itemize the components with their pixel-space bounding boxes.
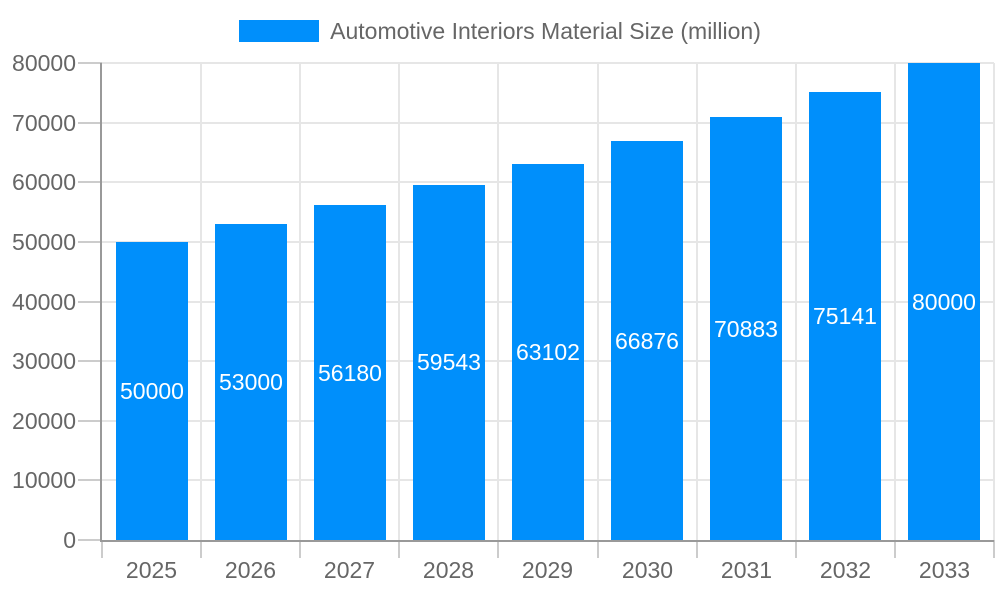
bar bbox=[215, 224, 287, 540]
x-tick-label: 2033 bbox=[918, 557, 971, 583]
y-tick-label: 60000 bbox=[12, 169, 76, 195]
gridline-vertical bbox=[696, 63, 698, 540]
y-axis-tick bbox=[78, 301, 102, 303]
y-tick-label: 0 bbox=[63, 527, 76, 553]
bar-value-label: 50000 bbox=[120, 378, 184, 404]
bar bbox=[413, 185, 485, 540]
bar bbox=[116, 242, 188, 540]
x-axis-tick bbox=[398, 540, 400, 558]
bar-value-label: 80000 bbox=[912, 289, 976, 315]
x-axis-tick bbox=[597, 540, 599, 558]
legend-swatch bbox=[239, 20, 320, 42]
x-axis-tick bbox=[696, 540, 698, 558]
y-axis-tick bbox=[78, 181, 102, 183]
x-axis-tick bbox=[200, 540, 202, 558]
gridline-vertical bbox=[894, 63, 896, 540]
bar bbox=[611, 141, 683, 540]
bar-value-label: 75141 bbox=[813, 303, 877, 329]
y-tick-label: 10000 bbox=[12, 467, 76, 493]
x-tick-label: 2025 bbox=[125, 557, 178, 583]
bar bbox=[710, 117, 782, 540]
bar-value-label: 63102 bbox=[516, 339, 580, 365]
y-axis-tick bbox=[78, 479, 102, 481]
y-tick-label: 30000 bbox=[12, 348, 76, 374]
gridline-vertical bbox=[398, 63, 400, 540]
y-axis-tick bbox=[78, 420, 102, 422]
x-tick-label: 2026 bbox=[224, 557, 277, 583]
legend-label: Automotive Interiors Material Size (mill… bbox=[330, 18, 761, 44]
gridline-horizontal bbox=[102, 62, 994, 64]
bar-value-label: 53000 bbox=[219, 369, 283, 395]
x-axis-tick bbox=[299, 540, 301, 558]
y-tick-label: 20000 bbox=[12, 408, 76, 434]
y-tick-label: 40000 bbox=[12, 289, 76, 315]
x-tick-label: 2027 bbox=[323, 557, 376, 583]
gridline-vertical bbox=[795, 63, 797, 540]
gridline-vertical bbox=[299, 63, 301, 540]
y-axis-tick bbox=[78, 539, 102, 541]
x-tick-label: 2028 bbox=[422, 557, 475, 583]
y-axis-tick bbox=[78, 241, 102, 243]
y-axis-tick bbox=[78, 62, 102, 64]
bar bbox=[908, 63, 980, 540]
bar bbox=[809, 92, 881, 540]
gridline-horizontal bbox=[102, 122, 994, 124]
x-axis-tick bbox=[101, 540, 103, 558]
bar bbox=[314, 205, 386, 540]
bar-value-label: 66876 bbox=[615, 328, 679, 354]
x-axis-line bbox=[100, 540, 994, 542]
x-axis-tick bbox=[894, 540, 896, 558]
gridline-vertical bbox=[497, 63, 499, 540]
x-tick-label: 2032 bbox=[819, 557, 872, 583]
x-tick-label: 2031 bbox=[720, 557, 773, 583]
y-axis-tick bbox=[78, 122, 102, 124]
gridline-vertical bbox=[200, 63, 202, 540]
x-axis-tick bbox=[993, 540, 995, 558]
legend-item[interactable]: Automotive Interiors Material Size (mill… bbox=[0, 19, 1000, 43]
bar bbox=[512, 164, 584, 540]
y-tick-label: 50000 bbox=[12, 229, 76, 255]
bar-value-label: 59543 bbox=[417, 349, 481, 375]
bar-value-label: 70883 bbox=[714, 316, 778, 342]
gridline-vertical bbox=[993, 63, 995, 540]
x-tick-label: 2029 bbox=[521, 557, 574, 583]
gridline-vertical bbox=[597, 63, 599, 540]
x-axis-tick bbox=[497, 540, 499, 558]
x-axis-tick bbox=[795, 540, 797, 558]
y-axis-tick bbox=[78, 360, 102, 362]
y-tick-label: 80000 bbox=[12, 50, 76, 76]
x-tick-label: 2030 bbox=[621, 557, 674, 583]
bar-value-label: 56180 bbox=[318, 360, 382, 386]
y-axis-line bbox=[100, 63, 102, 542]
y-tick-label: 70000 bbox=[12, 110, 76, 136]
